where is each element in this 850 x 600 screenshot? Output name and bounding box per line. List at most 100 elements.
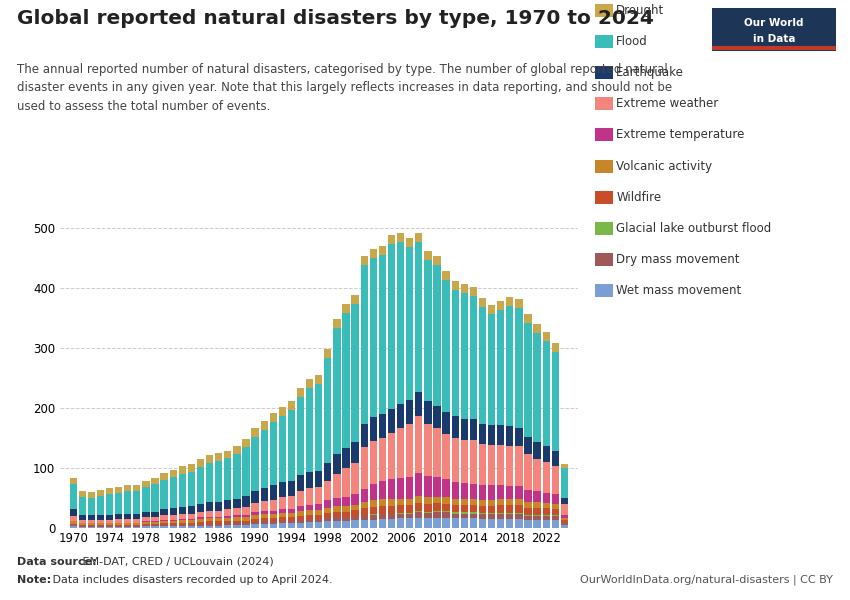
Bar — [161, 473, 167, 480]
Bar — [261, 521, 268, 524]
Bar — [142, 517, 150, 521]
Bar — [370, 507, 377, 514]
Bar — [397, 518, 405, 528]
Bar — [542, 508, 550, 515]
Bar — [261, 501, 268, 511]
Bar — [461, 293, 468, 419]
Bar — [497, 499, 504, 505]
Bar — [169, 525, 177, 526]
Bar — [397, 404, 405, 428]
Bar — [552, 352, 559, 451]
Bar — [233, 517, 241, 521]
Bar — [279, 416, 286, 482]
Bar — [415, 242, 422, 392]
Bar — [178, 466, 186, 474]
Bar — [534, 491, 541, 502]
Bar — [269, 511, 277, 514]
Bar — [424, 251, 432, 260]
Bar — [133, 526, 140, 527]
Bar — [224, 525, 231, 528]
Bar — [279, 513, 286, 517]
Bar — [206, 511, 213, 517]
Bar — [415, 392, 422, 416]
Bar — [470, 296, 477, 419]
Bar — [434, 265, 440, 406]
Bar — [315, 515, 322, 519]
Bar — [434, 518, 440, 528]
Bar — [424, 401, 432, 424]
Bar — [88, 526, 95, 527]
Bar — [470, 518, 477, 528]
Bar — [324, 518, 332, 521]
Bar — [524, 314, 531, 323]
Bar — [252, 437, 258, 491]
Bar — [178, 507, 186, 514]
Bar — [415, 512, 422, 518]
Bar — [542, 493, 550, 503]
Bar — [288, 481, 295, 496]
Bar — [470, 512, 477, 514]
Bar — [252, 515, 258, 519]
Bar — [379, 255, 386, 414]
Bar — [542, 520, 550, 528]
Bar — [70, 526, 76, 528]
Bar — [188, 520, 195, 523]
Bar — [488, 445, 496, 485]
Bar — [497, 513, 504, 514]
Bar — [552, 515, 559, 516]
Bar — [242, 515, 250, 517]
Bar — [178, 526, 186, 528]
Bar — [78, 526, 86, 527]
Bar — [151, 478, 159, 484]
Bar — [497, 310, 504, 425]
Bar — [479, 485, 486, 500]
Bar — [443, 504, 450, 511]
Bar — [306, 388, 314, 472]
Bar — [324, 358, 332, 463]
Bar — [497, 301, 504, 310]
Bar — [506, 513, 513, 514]
Bar — [388, 235, 395, 244]
Text: Glacial lake outburst flood: Glacial lake outburst flood — [616, 222, 772, 235]
Bar — [70, 509, 76, 516]
Bar — [97, 527, 104, 528]
Bar — [242, 439, 250, 447]
Bar — [124, 519, 132, 523]
Bar — [397, 505, 405, 513]
Bar — [561, 515, 568, 518]
Bar — [169, 523, 177, 525]
Bar — [515, 499, 523, 505]
Bar — [370, 515, 377, 520]
Bar — [124, 525, 132, 526]
Bar — [197, 519, 204, 522]
Bar — [388, 244, 395, 409]
Bar — [506, 486, 513, 499]
Bar — [215, 517, 223, 518]
Bar — [515, 514, 523, 519]
Bar — [552, 343, 559, 352]
Bar — [470, 440, 477, 484]
Bar — [360, 447, 368, 489]
Bar — [561, 518, 568, 520]
Bar — [252, 503, 258, 512]
Bar — [78, 523, 86, 525]
Bar — [488, 500, 496, 506]
Bar — [142, 481, 150, 487]
Bar — [324, 481, 332, 500]
Bar — [97, 515, 104, 520]
Bar — [370, 417, 377, 441]
Bar — [88, 527, 95, 528]
Bar — [169, 470, 177, 477]
Bar — [461, 499, 468, 505]
Bar — [133, 485, 140, 491]
Bar — [78, 497, 86, 515]
Bar — [133, 527, 140, 528]
Bar — [297, 397, 304, 475]
Bar — [197, 524, 204, 526]
Bar — [324, 521, 332, 528]
Bar — [224, 516, 231, 518]
Text: Wet mass movement: Wet mass movement — [616, 284, 741, 298]
Bar — [70, 524, 76, 525]
Bar — [515, 513, 523, 514]
Bar — [242, 507, 250, 515]
